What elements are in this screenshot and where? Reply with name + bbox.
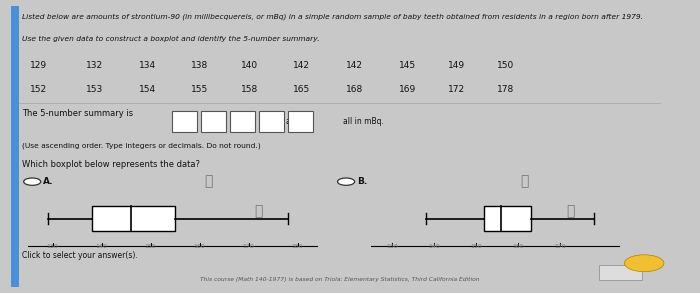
Text: 170: 170 [554,244,566,249]
Text: ?: ? [640,257,648,270]
Bar [599,265,642,280]
Bar [172,111,197,132]
Bar [230,111,255,132]
Text: ⌕: ⌕ [254,204,262,218]
Text: 155: 155 [192,85,209,94]
Text: 142: 142 [293,61,310,70]
Text: 134: 134 [139,61,156,70]
Text: This course (Math 140-1977) is based on Triola: Elementary Statistics, Third Cal: This course (Math 140-1977) is based on … [199,277,480,282]
Text: 130: 130 [47,244,58,249]
Text: 160: 160 [512,244,524,249]
Circle shape [624,255,664,272]
Text: 168: 168 [346,85,363,94]
Text: ◄: ◄ [608,268,615,277]
Circle shape [337,178,355,185]
Text: ►: ► [629,268,636,277]
Text: 153: 153 [86,85,104,94]
Text: 145: 145 [399,61,416,70]
Text: (Use ascending order. Type integers or decimals. Do not round.): (Use ascending order. Type integers or d… [22,142,261,149]
Bar [10,6,19,287]
Text: and: and [286,117,300,126]
Bar [484,206,531,231]
Text: Listed below are amounts of strontium-90 (in millibecquerels, or mBq) in a simpl: Listed below are amounts of strontium-90… [22,13,643,20]
Text: Click to select your answer(s).: Click to select your answer(s). [22,251,138,260]
Text: 172: 172 [448,85,466,94]
Bar [258,111,284,132]
Text: 158: 158 [241,85,258,94]
Text: 150: 150 [145,244,156,249]
Bar [201,111,225,132]
Text: The 5-number summary is: The 5-number summary is [22,108,134,117]
Text: ⌕: ⌕ [566,204,575,218]
Text: 149: 149 [448,61,466,70]
Text: 154: 154 [139,85,156,94]
Text: 180: 180 [292,244,303,249]
Text: 178: 178 [498,85,514,94]
Text: B.: B. [357,177,368,186]
Text: all in mBq.: all in mBq. [343,117,384,126]
Bar [92,206,175,231]
Text: Which boxplot below represents the data?: Which boxplot below represents the data? [22,160,200,169]
Text: 150: 150 [470,244,482,249]
Bar [288,111,312,132]
Text: A.: A. [43,177,54,186]
Text: 130: 130 [386,244,398,249]
Text: 152: 152 [30,85,48,94]
Text: ⌕: ⌕ [204,175,213,189]
Text: 142: 142 [346,61,363,70]
Text: ⌕: ⌕ [521,175,528,189]
Text: 170: 170 [243,244,254,249]
Text: 129: 129 [30,61,48,70]
Text: 160: 160 [194,244,205,249]
Text: 140: 140 [428,244,440,249]
Text: 140: 140 [96,244,107,249]
Text: Use the given data to construct a boxplot and identify the 5-number summary.: Use the given data to construct a boxplo… [22,35,320,42]
Text: 150: 150 [498,61,514,70]
Text: 165: 165 [293,85,311,94]
Circle shape [24,178,41,185]
Text: 132: 132 [86,61,104,70]
Text: 169: 169 [399,85,416,94]
Text: 138: 138 [192,61,209,70]
Text: 140: 140 [241,61,258,70]
